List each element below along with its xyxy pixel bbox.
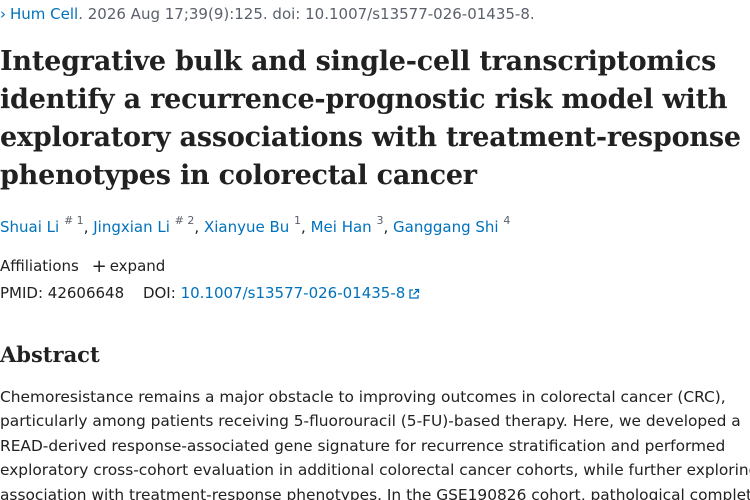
abstract-line: READ-derived response-associated gene si… bbox=[0, 436, 726, 455]
pmid-label: PMID: bbox=[0, 284, 44, 302]
abstract-line: exploratory cross-cohort evaluation in a… bbox=[0, 461, 750, 480]
external-link-icon bbox=[409, 288, 420, 299]
affiliations-row: Affiliations + expand bbox=[0, 256, 166, 277]
affiliations-label: Affiliations bbox=[0, 257, 79, 275]
doi-value: 10.1007/s13577-026-01435-8 bbox=[180, 284, 406, 302]
doi-link[interactable]: 10.1007/s13577-026-01435-8 bbox=[181, 284, 421, 302]
author-link[interactable]: Shuai Li bbox=[0, 218, 60, 236]
plus-icon: + bbox=[91, 256, 107, 277]
abstract-line: Chemoresistance remains a major obstacle… bbox=[0, 388, 726, 406]
title-line: exploratory associations with treatment-… bbox=[0, 122, 741, 153]
author-list: Shuai Li # 1, Jingxian Li # 2, Xianyue B… bbox=[0, 214, 511, 236]
chevron-right-icon: › bbox=[0, 5, 6, 23]
author-link[interactable]: Xianyue Bu bbox=[203, 218, 290, 236]
expand-affiliations-button[interactable]: + expand bbox=[91, 256, 166, 277]
author-link[interactable]: Ganggang Shi bbox=[393, 218, 499, 236]
title-line: identify a recurrence-prognostic risk mo… bbox=[0, 84, 728, 115]
abstract-line: particularly among patients receiving 5-… bbox=[0, 412, 741, 431]
title-line: phenotypes in colorectal cancer bbox=[0, 160, 477, 191]
abstract-text: Chemoresistance remains a major obstacle… bbox=[0, 385, 750, 500]
author-affiliation-ref[interactable]: 1 bbox=[294, 214, 302, 227]
identifiers-row: PMID: 42606648 DOI: 10.1007/s13577-026-0… bbox=[0, 283, 420, 303]
author-affiliation-ref[interactable]: # 2 bbox=[174, 214, 195, 227]
author-affiliation-ref[interactable]: 4 bbox=[503, 214, 511, 227]
citation-details: . 2026 Aug 17;39(9):125. doi: 10.1007/s1… bbox=[78, 5, 535, 23]
title-line: Integrative bulk and single-cell transcr… bbox=[0, 46, 717, 77]
author-affiliation-ref[interactable]: # 1 bbox=[63, 214, 84, 227]
citation-line: › Hum Cell. 2026 Aug 17;39(9):125. doi: 1… bbox=[0, 4, 535, 24]
abstract-heading: Abstract bbox=[0, 342, 100, 367]
author-link[interactable]: Jingxian Li bbox=[93, 218, 170, 236]
author-affiliation-ref[interactable]: 3 bbox=[376, 214, 384, 227]
pmid-value: 42606648 bbox=[47, 284, 125, 302]
doi-label: DOI: bbox=[142, 284, 176, 302]
journal-link[interactable]: Hum Cell bbox=[10, 5, 79, 23]
article-title: Integrative bulk and single-cell transcr… bbox=[0, 43, 741, 195]
expand-label: expand bbox=[109, 257, 166, 275]
author-link[interactable]: Mei Han bbox=[310, 218, 372, 236]
abstract-line: association with treatment-response phen… bbox=[0, 485, 750, 500]
